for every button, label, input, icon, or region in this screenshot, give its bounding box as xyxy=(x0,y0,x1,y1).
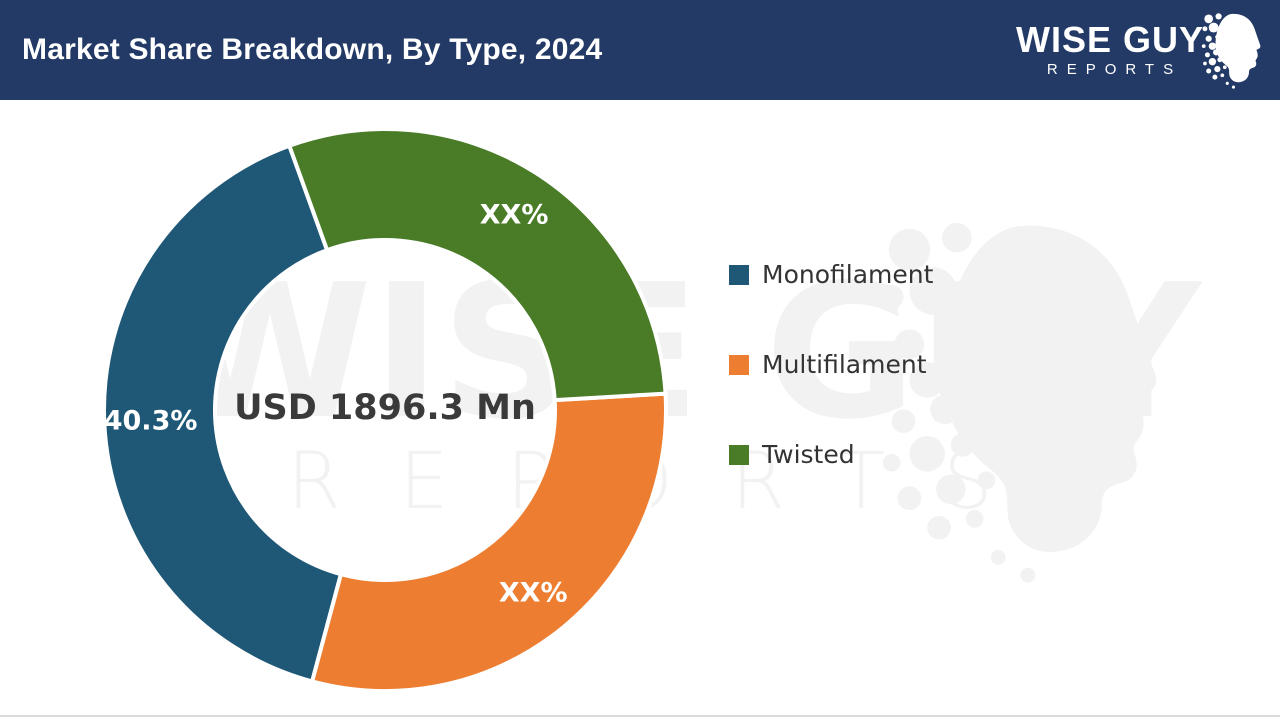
slice-value-label: XX% xyxy=(480,200,549,231)
logo-text: WISE GUY REPORTS xyxy=(1015,19,1204,79)
legend-swatch-multifilament xyxy=(729,354,749,375)
face-profile-icon xyxy=(1201,12,1261,89)
chart-legend: Monofilament Multifilament Twisted xyxy=(729,260,933,469)
legend-label: Monofilament xyxy=(762,260,934,289)
donut-chart: 40.3% XX% XX% xyxy=(102,127,668,693)
legend-item-monofilament: Monofilament xyxy=(729,260,933,289)
logo-subtitle: REPORTS xyxy=(1046,61,1183,78)
slice-value-label: XX% xyxy=(499,577,568,608)
donut-center-value: USD 1896.3 Mn xyxy=(234,388,536,428)
legend-item-multifilament: Multifilament xyxy=(729,350,933,379)
donut-segment-multifilament xyxy=(310,391,668,693)
chart-area: WISE GUY REPORTS 40.3% XX% XX% USD 1896.3 … xyxy=(0,100,1280,720)
wise-guy-logo: WISE GUY REPORTS xyxy=(1016,10,1262,91)
bottom-divider xyxy=(0,715,1280,717)
donut-segment-monofilament xyxy=(102,143,343,684)
header-bar: Market Share Breakdown, By Type, 2024 WI… xyxy=(0,0,1280,100)
slice-value-label: 40.3% xyxy=(104,405,198,436)
legend-label: Twisted xyxy=(762,440,855,469)
legend-swatch-monofilament xyxy=(729,264,749,285)
logo-wordmark: WISE GUY xyxy=(1015,19,1204,60)
legend-label: Multifilament xyxy=(762,350,927,379)
page-title: Market Share Breakdown, By Type, 2024 xyxy=(22,33,603,66)
legend-swatch-twisted xyxy=(729,444,749,465)
donut-segment-twisted xyxy=(287,127,668,403)
legend-item-twisted: Twisted xyxy=(729,440,933,469)
